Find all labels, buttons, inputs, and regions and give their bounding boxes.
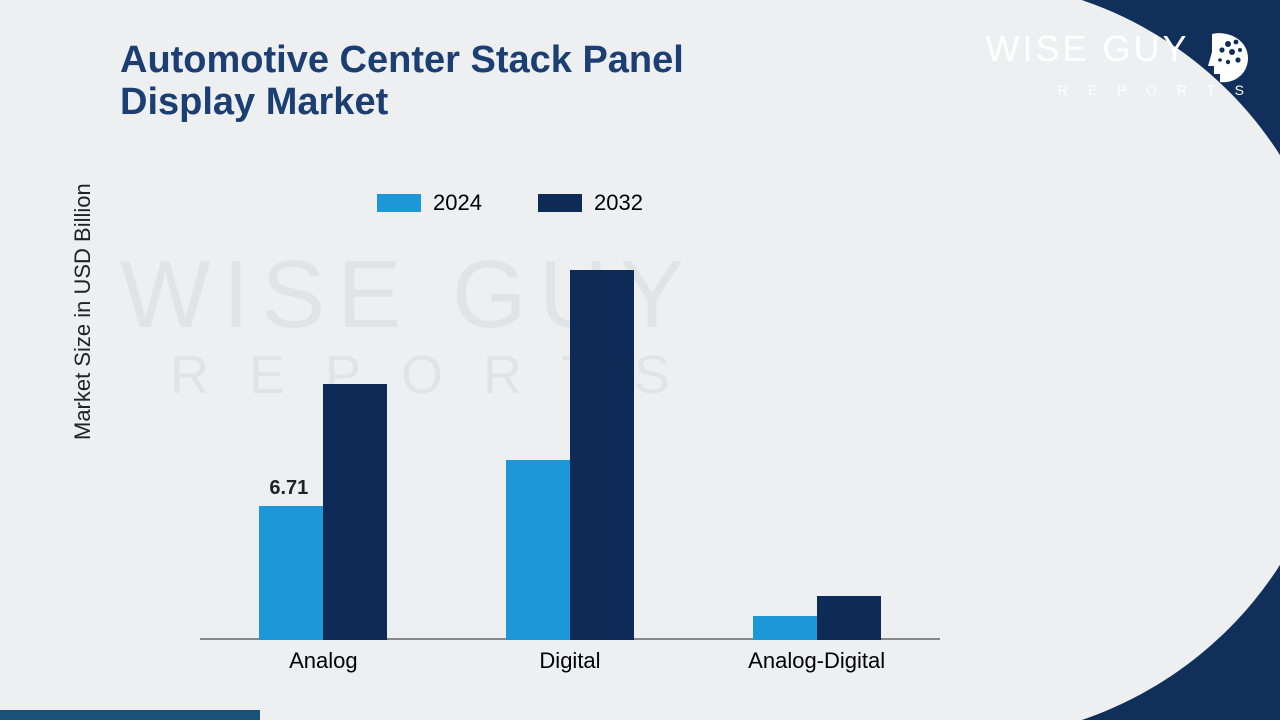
y-axis-label: Market Size in USD Billion [70,183,96,440]
logo-line1: WISE GUY [986,28,1190,69]
footer-accent-bar [0,710,260,720]
legend-label: 2024 [433,190,482,216]
data-label: 6.71 [269,477,308,500]
legend-swatch [538,194,582,212]
head-icon [1198,30,1252,84]
legend-label: 2032 [594,190,643,216]
legend: 2024 2032 [80,190,940,218]
bar-chart: Market Size in USD Billion 20242032 Anal… [80,190,940,690]
category-label: Analog [243,640,403,673]
brand-logo: WISE GUY R E P O R T S [986,28,1252,98]
legend-swatch [377,194,421,212]
logo-line2: R E P O R T S [986,82,1252,98]
chart-canvas: WISE GUY R E P O R T S Automotive Center… [0,0,1280,720]
bar [570,270,634,640]
bar [506,460,570,640]
category-label: Analog-Digital [737,640,897,673]
bar-group: Analog [259,240,387,640]
bar [259,506,323,640]
bar-group: Analog-Digital [753,240,881,640]
bar-group: Digital [506,240,634,640]
bar [323,384,387,640]
legend-item: 2024 [377,190,482,216]
category-label: Digital [490,640,650,673]
bar [817,596,881,640]
bar [753,616,817,640]
plot-area: Analog Digital Analog-Digital 6.71 [200,240,940,640]
chart-title: Automotive Center Stack Panel Display Ma… [120,40,780,124]
legend-item: 2032 [538,190,643,216]
